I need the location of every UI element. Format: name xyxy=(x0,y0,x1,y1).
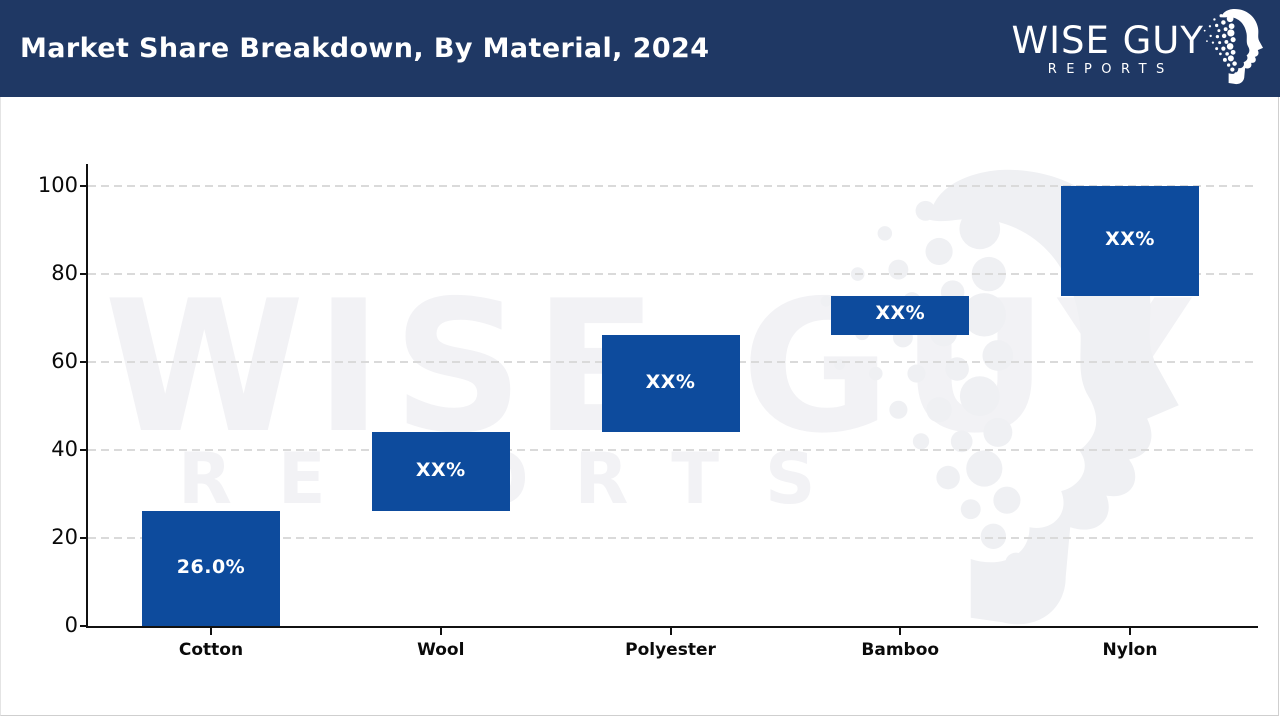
y-tick-mark xyxy=(80,448,88,451)
brand-logo-text: WISE GUY REPORTS xyxy=(1012,22,1204,76)
x-tick-label: Polyester xyxy=(625,640,716,660)
y-tick-label: 20 xyxy=(51,524,78,549)
gridline xyxy=(88,536,1258,539)
x-tick-mark xyxy=(899,628,902,635)
head-profile-icon xyxy=(1190,6,1268,92)
brand-name: WISE GUY xyxy=(1011,18,1204,62)
bar-value-label: XX% xyxy=(1105,227,1155,250)
bar-value-label: 26.0% xyxy=(176,555,246,578)
x-tick-label: Cotton xyxy=(178,640,244,660)
gridline xyxy=(88,272,1258,275)
y-tick-mark xyxy=(80,360,88,363)
y-tick-label: 80 xyxy=(51,260,78,285)
x-tick-mark xyxy=(1129,628,1131,635)
bar-value-label: XX% xyxy=(645,370,696,393)
bar xyxy=(142,511,280,626)
bar xyxy=(371,432,510,512)
x-tick-mark xyxy=(669,628,672,635)
y-tick-label: 60 xyxy=(51,348,78,373)
y-tick-mark xyxy=(80,184,88,187)
x-tick-label: Wool xyxy=(417,640,465,660)
x-tick-label: Nylon xyxy=(1102,640,1158,660)
brand-subtitle: REPORTS xyxy=(1047,61,1174,77)
y-tick-mark xyxy=(80,272,88,275)
x-tick-mark xyxy=(439,628,442,635)
y-tick-mark xyxy=(80,536,88,539)
brand-logo: WISE GUY REPORTS xyxy=(1012,6,1268,92)
x-axis xyxy=(86,626,1258,628)
x-tick-mark xyxy=(210,628,212,635)
y-tick-mark xyxy=(80,625,88,627)
y-tick-label: 100 xyxy=(37,172,78,197)
y-axis xyxy=(86,164,88,628)
y-tick-label: 40 xyxy=(51,436,78,461)
x-tick-label: Bamboo xyxy=(861,640,940,660)
bar-value-label: XX% xyxy=(875,302,926,325)
bar xyxy=(601,335,740,433)
y-tick-label: 0 xyxy=(64,613,78,637)
bar-value-label: XX% xyxy=(415,458,466,481)
gridline xyxy=(88,448,1258,451)
header: Market Share Breakdown, By Material, 202… xyxy=(0,0,1280,97)
gridline xyxy=(88,184,1258,187)
page-title: Market Share Breakdown, By Material, 202… xyxy=(20,33,710,64)
